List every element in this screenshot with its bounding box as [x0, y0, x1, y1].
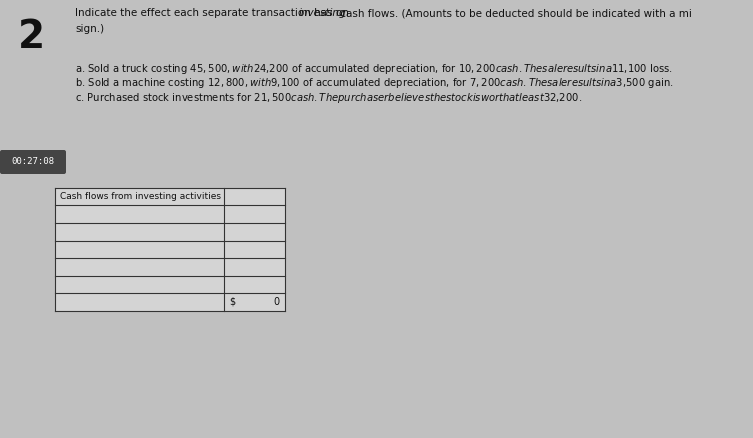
Text: Indicate the effect each separate transaction has on: Indicate the effect each separate transa… [75, 8, 352, 18]
Text: cash flows. (Amounts to be deducted should be indicated with a mi: cash flows. (Amounts to be deducted shou… [337, 8, 692, 18]
Text: a. Sold a truck costing $45,500, with $24,200 of accumulated depreciation, for $: a. Sold a truck costing $45,500, with $2… [75, 62, 672, 76]
Text: 2: 2 [18, 18, 45, 56]
Text: $: $ [229, 297, 235, 307]
Text: c. Purchased stock investments for $21,500 cash. The purchaser believes the stoc: c. Purchased stock investments for $21,5… [75, 91, 582, 105]
Text: b. Sold a machine costing $12,800, with $9,100 of accumulated depreciation, for : b. Sold a machine costing $12,800, with … [75, 77, 673, 91]
Text: 0: 0 [274, 297, 280, 307]
FancyBboxPatch shape [0, 150, 66, 174]
Text: 00:27:08: 00:27:08 [11, 158, 54, 166]
Text: investing: investing [299, 8, 346, 18]
Bar [55, 188, 285, 311]
Text: sign.): sign.) [75, 24, 104, 33]
Text: Cash flows from investing activities: Cash flows from investing activities [60, 192, 221, 201]
